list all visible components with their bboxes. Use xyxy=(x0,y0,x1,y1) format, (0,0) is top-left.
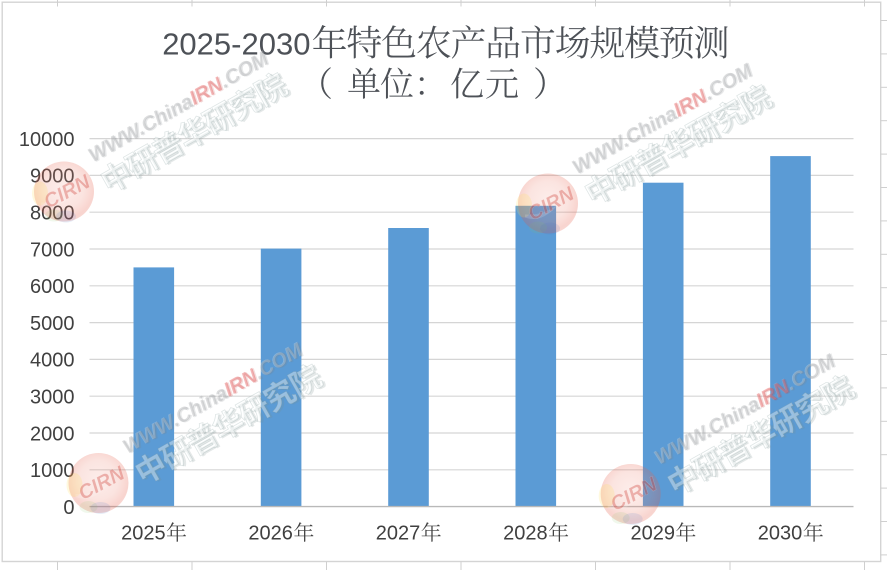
svg-text:2030: 2030 xyxy=(758,523,803,545)
svg-text:2000: 2000 xyxy=(30,423,75,445)
svg-text:2025-2030: 2025-2030 xyxy=(162,27,310,62)
svg-text:7000: 7000 xyxy=(30,239,75,261)
svg-text:10000: 10000 xyxy=(19,129,75,151)
svg-text:5000: 5000 xyxy=(30,313,75,335)
svg-text:2026: 2026 xyxy=(248,523,293,545)
svg-text:2027: 2027 xyxy=(376,523,421,545)
svg-text:4000: 4000 xyxy=(30,350,75,372)
svg-text:2029: 2029 xyxy=(631,523,676,545)
svg-text:2028: 2028 xyxy=(503,523,547,545)
svg-text:1000: 1000 xyxy=(30,460,75,482)
svg-text:6000: 6000 xyxy=(30,276,75,298)
svg-text:3000: 3000 xyxy=(30,387,75,409)
svg-text:2025: 2025 xyxy=(121,523,166,545)
svg-text:0: 0 xyxy=(63,497,74,519)
